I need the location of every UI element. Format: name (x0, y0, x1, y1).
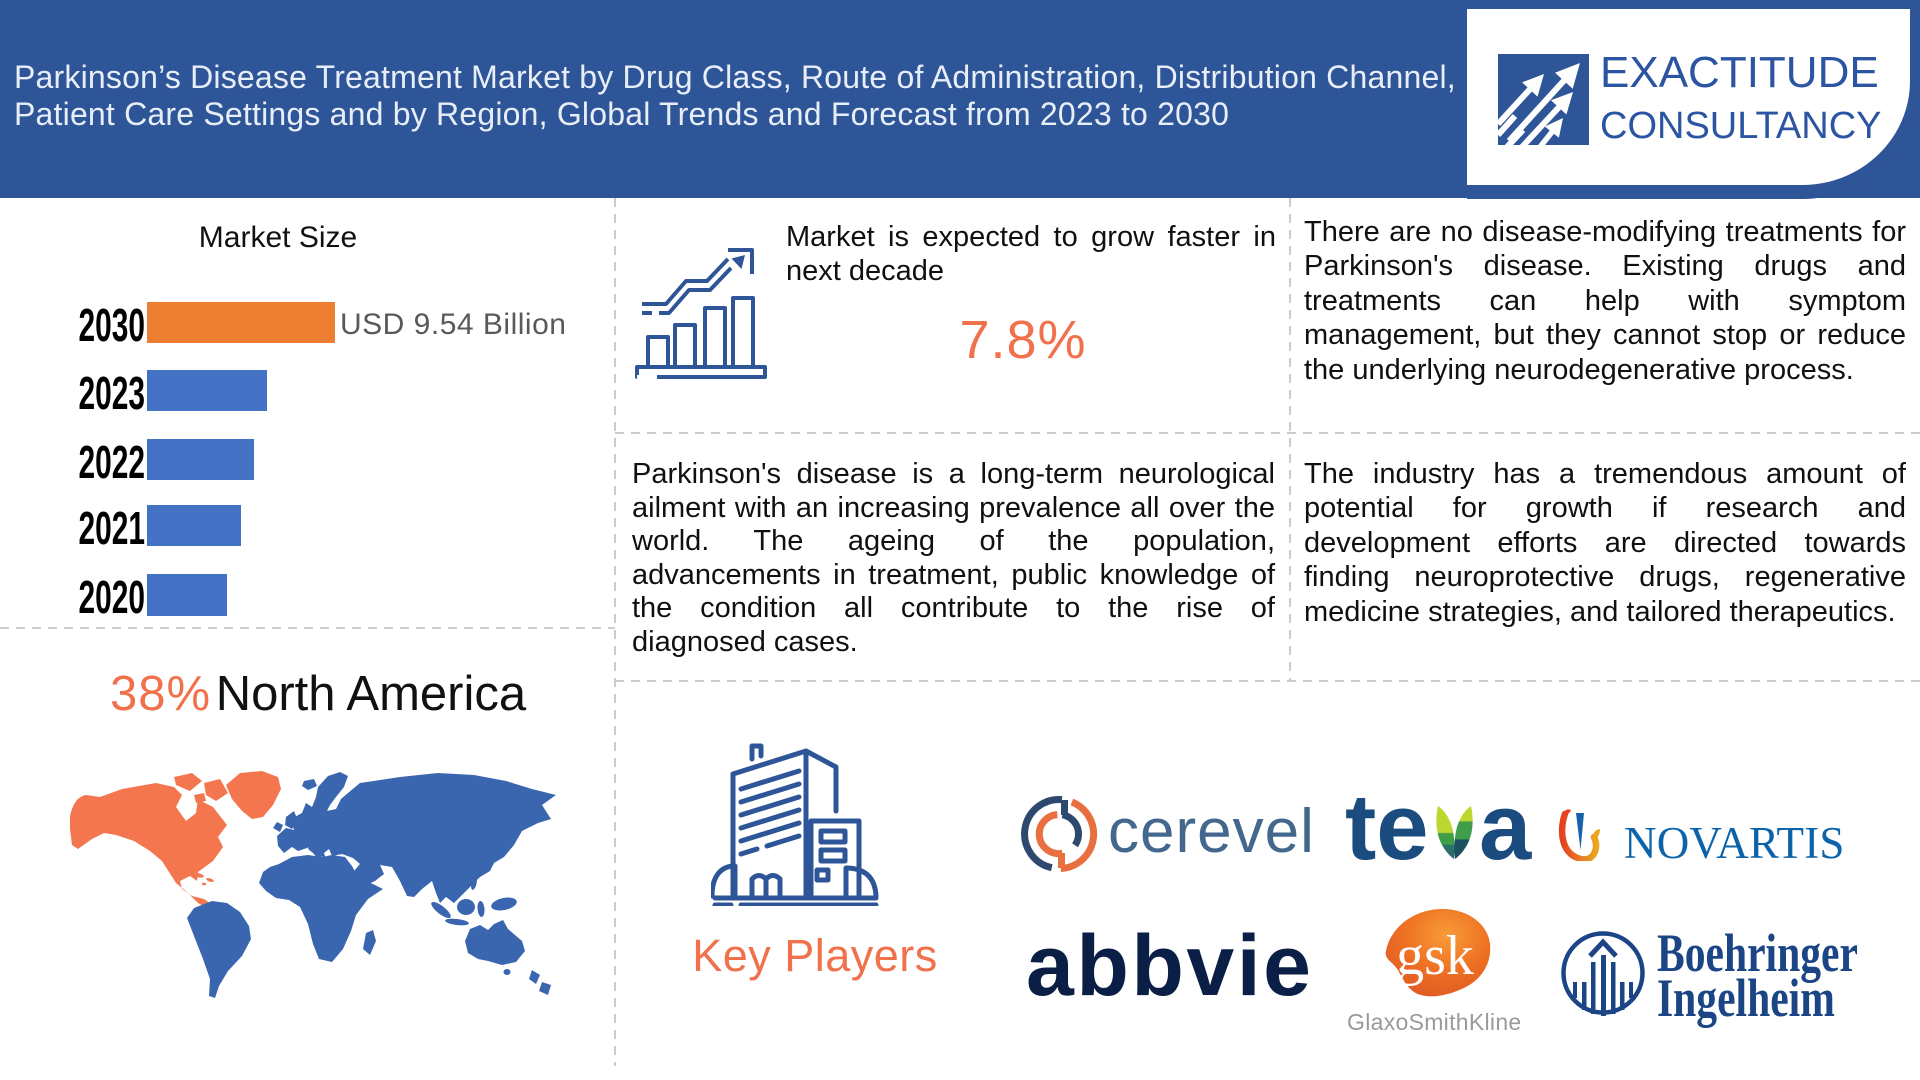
svg-text:gsk: gsk (1396, 925, 1474, 987)
